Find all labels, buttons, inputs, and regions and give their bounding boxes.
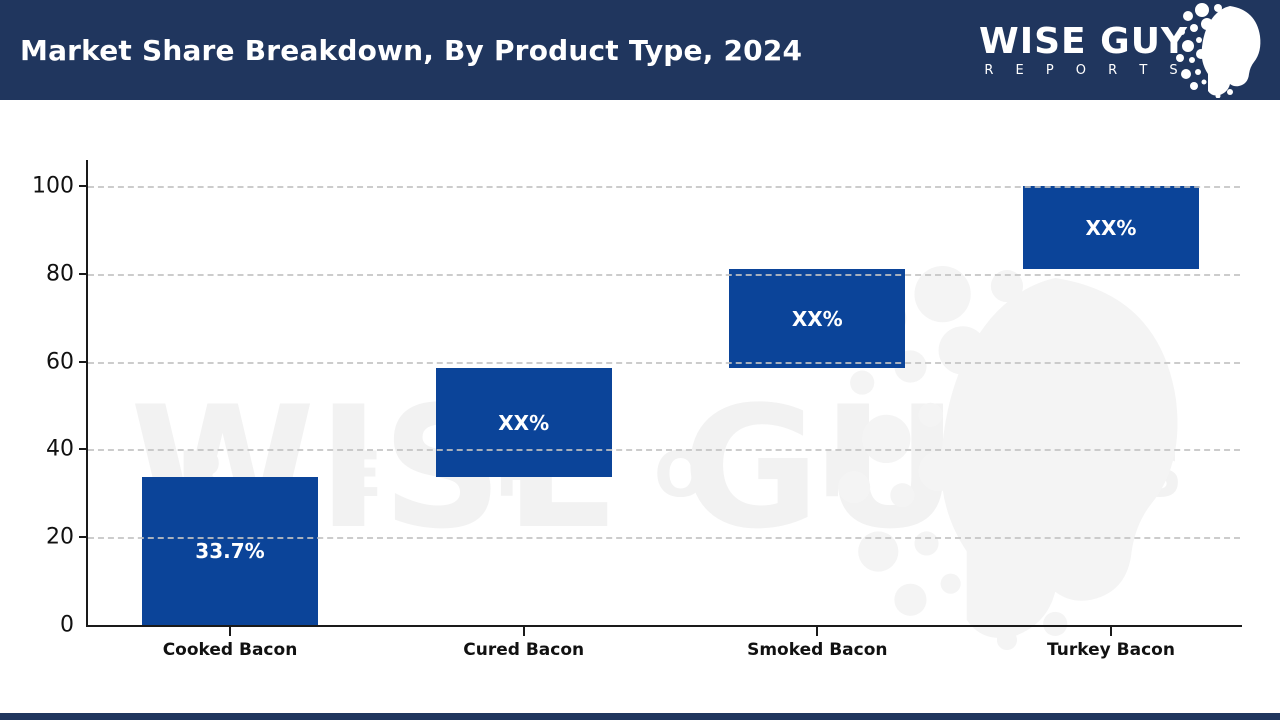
x-tick-mark <box>1110 627 1112 636</box>
y-tick-mark <box>79 536 87 539</box>
gridline <box>88 273 1240 276</box>
bar-smoked-bacon: XX% <box>729 269 906 369</box>
x-tick-mark <box>816 627 819 636</box>
bar-value-label: XX% <box>1085 215 1137 240</box>
category-label: Smoked Bacon <box>747 640 888 660</box>
y-tick-label: 40 <box>46 436 74 462</box>
x-tick-mark <box>229 627 231 636</box>
bar-value-label: XX% <box>498 410 550 435</box>
logo-text: WISE GUY R E P O R T S <box>978 20 1188 78</box>
header-bar: Market Share Breakdown, By Product Type,… <box>0 0 1280 100</box>
y-tick-mark <box>79 272 87 275</box>
y-tick-mark <box>79 360 87 363</box>
watermark-dotted-head-icon <box>838 265 1178 651</box>
bar-cured-bacon: XX% <box>435 368 612 478</box>
dotted-head-icon <box>1176 3 1261 98</box>
gridline <box>88 186 1240 188</box>
footer-strip <box>0 713 1280 720</box>
gridline <box>88 361 1240 364</box>
logo-wordmark: WISE GUY <box>978 20 1188 62</box>
gridline <box>88 537 1240 540</box>
category-label: Turkey Bacon <box>1047 640 1175 660</box>
y-tick-mark <box>79 185 87 187</box>
chart-plot: WISE GUY R E P O R T S 0 20 40 60 80 100 33.7%… <box>0 100 1280 713</box>
bar-value-label: 33.7% <box>195 539 265 564</box>
y-tick-label: 60 <box>46 349 74 375</box>
y-tick-mark <box>79 448 87 451</box>
y-axis-line <box>86 160 88 627</box>
y-tick-label: 100 <box>32 173 74 199</box>
y-tick-label: 20 <box>46 524 74 550</box>
x-axis-line <box>86 625 1242 627</box>
bar-turkey-bacon: XX% <box>1023 186 1199 270</box>
y-tick-label: 0 <box>60 612 74 638</box>
logo-subtitle: R E P O R T S <box>984 62 1187 78</box>
page-title: Market Share Breakdown, By Product Type,… <box>20 33 803 67</box>
category-label: Cooked Bacon <box>162 640 298 660</box>
y-tick-label: 80 <box>46 261 74 287</box>
category-label: Cured Bacon <box>463 640 585 660</box>
bar-value-label: XX% <box>791 306 843 331</box>
x-tick-mark <box>522 627 525 636</box>
logo: WISE GUY R E P O R T S <box>979 0 1266 100</box>
gridline <box>88 449 1240 452</box>
bar-cooked-bacon: 33.7% <box>142 477 318 625</box>
